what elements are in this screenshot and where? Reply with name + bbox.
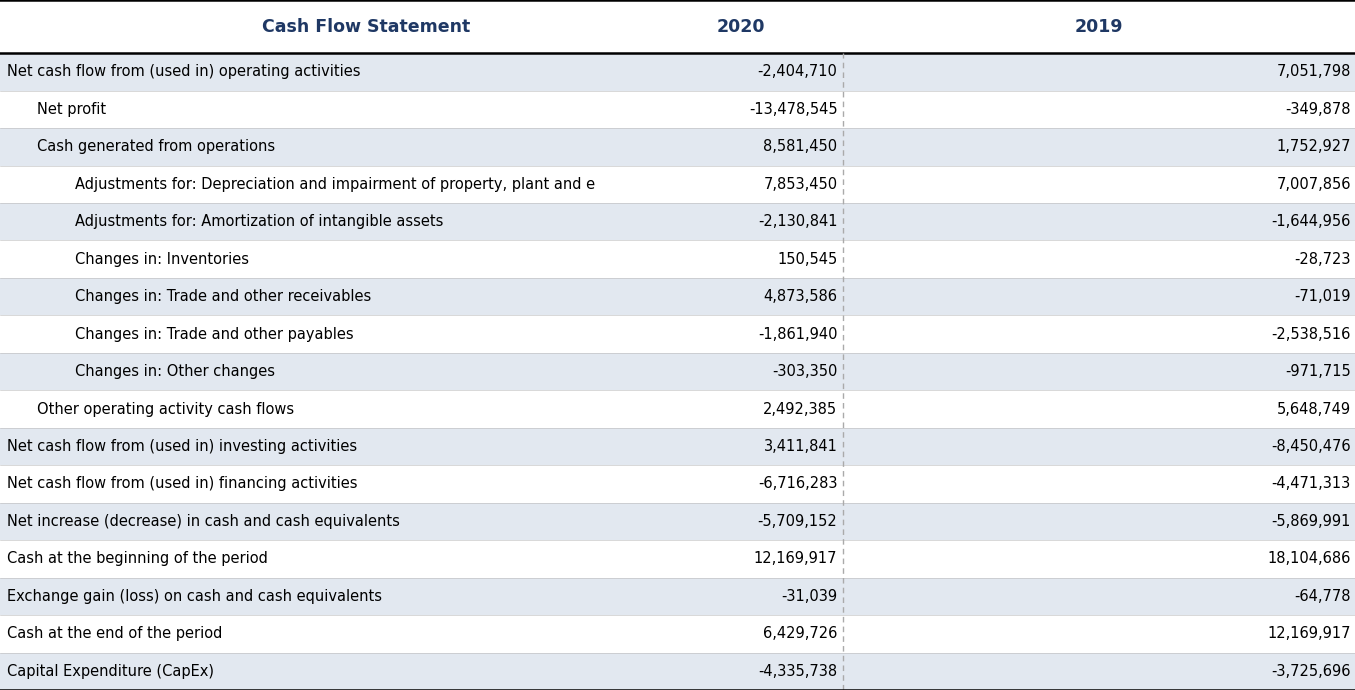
Bar <box>0 428 1355 465</box>
Text: -5,709,152: -5,709,152 <box>757 514 837 529</box>
Text: Capital Expenditure (CapEx): Capital Expenditure (CapEx) <box>7 664 214 679</box>
Text: -1,861,940: -1,861,940 <box>757 326 837 342</box>
Text: Cash at the end of the period: Cash at the end of the period <box>7 627 222 641</box>
Bar <box>0 465 1355 503</box>
Text: -8,450,476: -8,450,476 <box>1271 439 1351 454</box>
Text: -31,039: -31,039 <box>782 589 837 604</box>
Bar <box>0 615 1355 653</box>
Text: 7,007,856: 7,007,856 <box>1276 177 1351 192</box>
Text: -4,471,313: -4,471,313 <box>1272 477 1351 491</box>
Text: -3,725,696: -3,725,696 <box>1271 664 1351 679</box>
Text: -2,404,710: -2,404,710 <box>757 64 837 79</box>
Text: Net increase (decrease) in cash and cash equivalents: Net increase (decrease) in cash and cash… <box>7 514 400 529</box>
Text: Cash generated from operations: Cash generated from operations <box>37 139 275 155</box>
Text: -4,335,738: -4,335,738 <box>759 664 837 679</box>
Text: 2,492,385: 2,492,385 <box>763 402 837 417</box>
Text: Cash at the beginning of the period: Cash at the beginning of the period <box>7 551 268 566</box>
Text: 4,873,586: 4,873,586 <box>763 289 837 304</box>
Text: Net cash flow from (used in) operating activities: Net cash flow from (used in) operating a… <box>7 64 360 79</box>
Text: 12,169,917: 12,169,917 <box>753 551 837 566</box>
Text: Net cash flow from (used in) investing activities: Net cash flow from (used in) investing a… <box>7 439 356 454</box>
Text: Net profit: Net profit <box>37 102 106 117</box>
Text: Adjustments for: Depreciation and impairment of property, plant and е: Adjustments for: Depreciation and impair… <box>75 177 595 192</box>
Bar <box>0 240 1355 278</box>
Text: 1,752,927: 1,752,927 <box>1276 139 1351 155</box>
Bar <box>0 353 1355 391</box>
Bar <box>0 540 1355 578</box>
Text: Cash Flow Statement: Cash Flow Statement <box>262 17 470 36</box>
Text: Net cash flow from (used in) financing activities: Net cash flow from (used in) financing a… <box>7 477 358 491</box>
Text: -2,130,841: -2,130,841 <box>757 214 837 229</box>
Text: -1,644,956: -1,644,956 <box>1271 214 1351 229</box>
Text: 8,581,450: 8,581,450 <box>763 139 837 155</box>
Text: Changes in: Trade and other receivables: Changes in: Trade and other receivables <box>75 289 371 304</box>
Text: 18,104,686: 18,104,686 <box>1267 551 1351 566</box>
Text: Exchange gain (loss) on cash and cash equivalents: Exchange gain (loss) on cash and cash eq… <box>7 589 382 604</box>
Text: Other operating activity cash flows: Other operating activity cash flows <box>37 402 294 417</box>
Bar <box>0 578 1355 615</box>
Bar <box>0 391 1355 428</box>
Bar <box>0 653 1355 690</box>
Bar <box>0 315 1355 353</box>
Text: -349,878: -349,878 <box>1286 102 1351 117</box>
Text: 7,051,798: 7,051,798 <box>1276 64 1351 79</box>
Bar <box>0 278 1355 315</box>
Text: -28,723: -28,723 <box>1294 252 1351 266</box>
Text: 7,853,450: 7,853,450 <box>763 177 837 192</box>
Text: 2020: 2020 <box>717 17 766 36</box>
Bar <box>0 128 1355 166</box>
Text: Changes in: Trade and other payables: Changes in: Trade and other payables <box>75 326 354 342</box>
Text: Changes in: Inventories: Changes in: Inventories <box>75 252 248 266</box>
Text: -2,538,516: -2,538,516 <box>1271 326 1351 342</box>
Text: 2019: 2019 <box>1075 17 1123 36</box>
Text: -303,350: -303,350 <box>772 364 837 379</box>
Text: -6,716,283: -6,716,283 <box>757 477 837 491</box>
Bar <box>0 503 1355 540</box>
Text: 12,169,917: 12,169,917 <box>1267 627 1351 641</box>
Bar <box>0 53 1355 90</box>
Text: Adjustments for: Amortization of intangible assets: Adjustments for: Amortization of intangi… <box>75 214 443 229</box>
Text: -64,778: -64,778 <box>1294 589 1351 604</box>
Text: -971,715: -971,715 <box>1285 364 1351 379</box>
Bar <box>0 203 1355 240</box>
Text: Changes in: Other changes: Changes in: Other changes <box>75 364 275 379</box>
Text: 150,545: 150,545 <box>778 252 837 266</box>
Text: -5,869,991: -5,869,991 <box>1271 514 1351 529</box>
Text: 5,648,749: 5,648,749 <box>1276 402 1351 417</box>
Bar <box>0 90 1355 128</box>
Text: -13,478,545: -13,478,545 <box>749 102 837 117</box>
Text: 6,429,726: 6,429,726 <box>763 627 837 641</box>
Bar <box>0 0 1355 53</box>
Text: -71,019: -71,019 <box>1294 289 1351 304</box>
Text: 3,411,841: 3,411,841 <box>763 439 837 454</box>
Bar <box>0 166 1355 203</box>
